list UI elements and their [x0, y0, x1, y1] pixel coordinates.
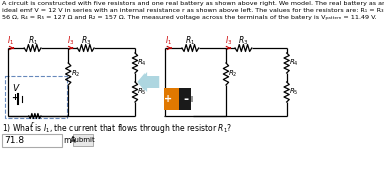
Text: -: -: [183, 93, 188, 105]
Bar: [5, 76, 68, 118]
Text: 71.8: 71.8: [4, 136, 24, 145]
Bar: [143, 76, 153, 88]
Bar: [191, 96, 194, 102]
Text: 56 Ω, R₄ = R₅ = 127 Ω and R₂ = 157 Ω. The measured voltage across the terminals : 56 Ω, R₄ = R₅ = 127 Ω and R₂ = 157 Ω. Th…: [2, 15, 376, 20]
Text: 1) What is $I_1$, the current that flows through the resistor $R_1$?: 1) What is $I_1$, the current that flows…: [2, 122, 232, 135]
Text: $R_1$: $R_1$: [185, 35, 195, 47]
Text: $R_4$: $R_4$: [137, 58, 147, 68]
Bar: [164, 88, 179, 110]
Text: +: +: [12, 94, 18, 103]
Text: r: r: [31, 121, 34, 127]
Text: ideal emf V = 12 V in series with an internal resistance r as shown above left. : ideal emf V = 12 V in series with an int…: [2, 8, 384, 13]
Bar: [2, 134, 62, 147]
Text: $R_2$: $R_2$: [71, 69, 80, 79]
Text: $R_5$: $R_5$: [289, 87, 298, 97]
Text: $I_1$: $I_1$: [165, 35, 172, 47]
Text: Submit: Submit: [70, 137, 95, 143]
Text: V: V: [12, 83, 18, 93]
Text: $I_1$: $I_1$: [7, 35, 14, 47]
Text: $R_5$: $R_5$: [137, 87, 147, 97]
Text: $R_1$: $R_1$: [28, 35, 38, 47]
Text: $R_3$: $R_3$: [81, 35, 91, 47]
Text: A circuit is constructed with five resistors and one real battery as shown above: A circuit is constructed with five resis…: [2, 1, 384, 6]
Text: $I_3$: $I_3$: [67, 35, 74, 47]
Text: $R_4$: $R_4$: [289, 58, 299, 68]
Text: $R_3$: $R_3$: [238, 35, 248, 47]
FancyArrow shape: [138, 72, 159, 92]
Text: $I_3$: $I_3$: [225, 35, 232, 47]
Polygon shape: [137, 73, 145, 91]
Text: +: +: [164, 94, 172, 104]
Bar: [179, 88, 191, 110]
Text: mA: mA: [64, 136, 76, 145]
Text: $R_2$: $R_2$: [228, 69, 238, 79]
Bar: [73, 134, 93, 146]
